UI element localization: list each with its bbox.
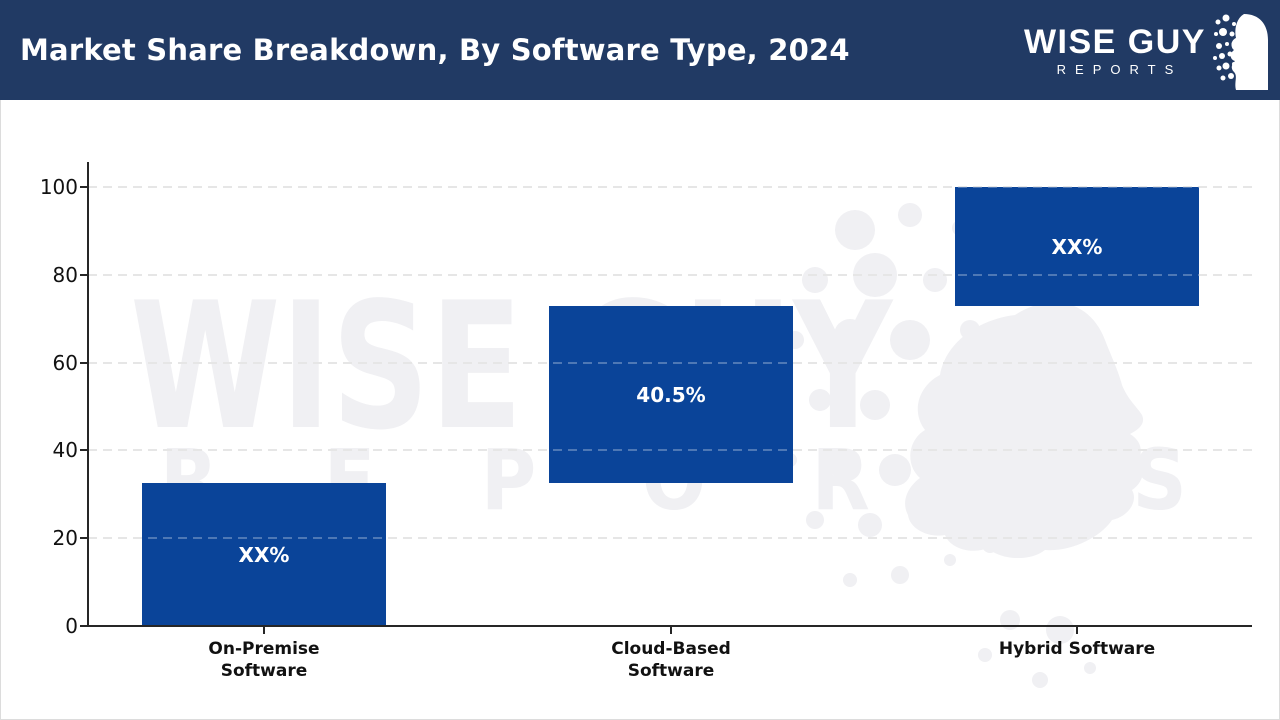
gridline-20: [88, 537, 1252, 539]
y-axis-line: [87, 162, 89, 626]
y-tick-label: 20: [52, 526, 78, 550]
logo-face-dots-icon: [1213, 14, 1268, 90]
gridline-overlay-80: [88, 274, 1252, 276]
gridline-overlay-60: [88, 362, 1252, 364]
category-label: On-Premise Software: [208, 639, 320, 682]
y-tick-label: 0: [65, 614, 78, 638]
bar-1: XX%: [142, 483, 386, 626]
logo-subtitle: REPORTS: [1056, 61, 1183, 77]
bar-value-label: XX%: [238, 542, 290, 567]
y-tick-mark: [80, 537, 88, 539]
y-tick-label: 100: [39, 175, 78, 199]
gridline-80: [88, 274, 1252, 276]
y-tick-mark: [80, 274, 88, 276]
x-tick-mark: [1076, 626, 1078, 634]
bar-3: XX%: [955, 187, 1199, 306]
gridline-overlay-100: [88, 186, 1252, 188]
bar-value-label: 40.5%: [636, 382, 706, 407]
bar-2: 40.5%: [549, 306, 793, 483]
gridline-overlay-20: [88, 537, 1252, 539]
gridline-overlay-40: [88, 449, 1252, 451]
page-title: Market Share Breakdown, By Software Type…: [20, 33, 850, 67]
x-tick-mark: [670, 626, 672, 634]
logo-wordmark: WISE GUY: [1023, 22, 1206, 61]
y-tick-mark: [80, 186, 88, 188]
logo-text: WISE GUY REPORTS: [1024, 25, 1206, 76]
y-tick-mark: [80, 625, 88, 627]
y-tick-mark: [80, 362, 88, 364]
x-tick-mark: [263, 626, 265, 634]
logo: WISE GUY REPORTS: [1024, 0, 1272, 100]
category-label: Hybrid Software: [998, 639, 1156, 659]
y-tick-label: 60: [52, 351, 78, 375]
header: Market Share Breakdown, By Software Type…: [0, 0, 1280, 100]
x-axis-line: [87, 625, 1252, 627]
category-label: Cloud-Based Software: [611, 639, 731, 682]
gridline-100: [88, 186, 1252, 188]
bar-value-label: XX%: [1051, 234, 1103, 259]
y-tick-mark: [80, 449, 88, 451]
y-tick-label: 40: [52, 438, 78, 462]
y-tick-label: 80: [52, 263, 78, 287]
